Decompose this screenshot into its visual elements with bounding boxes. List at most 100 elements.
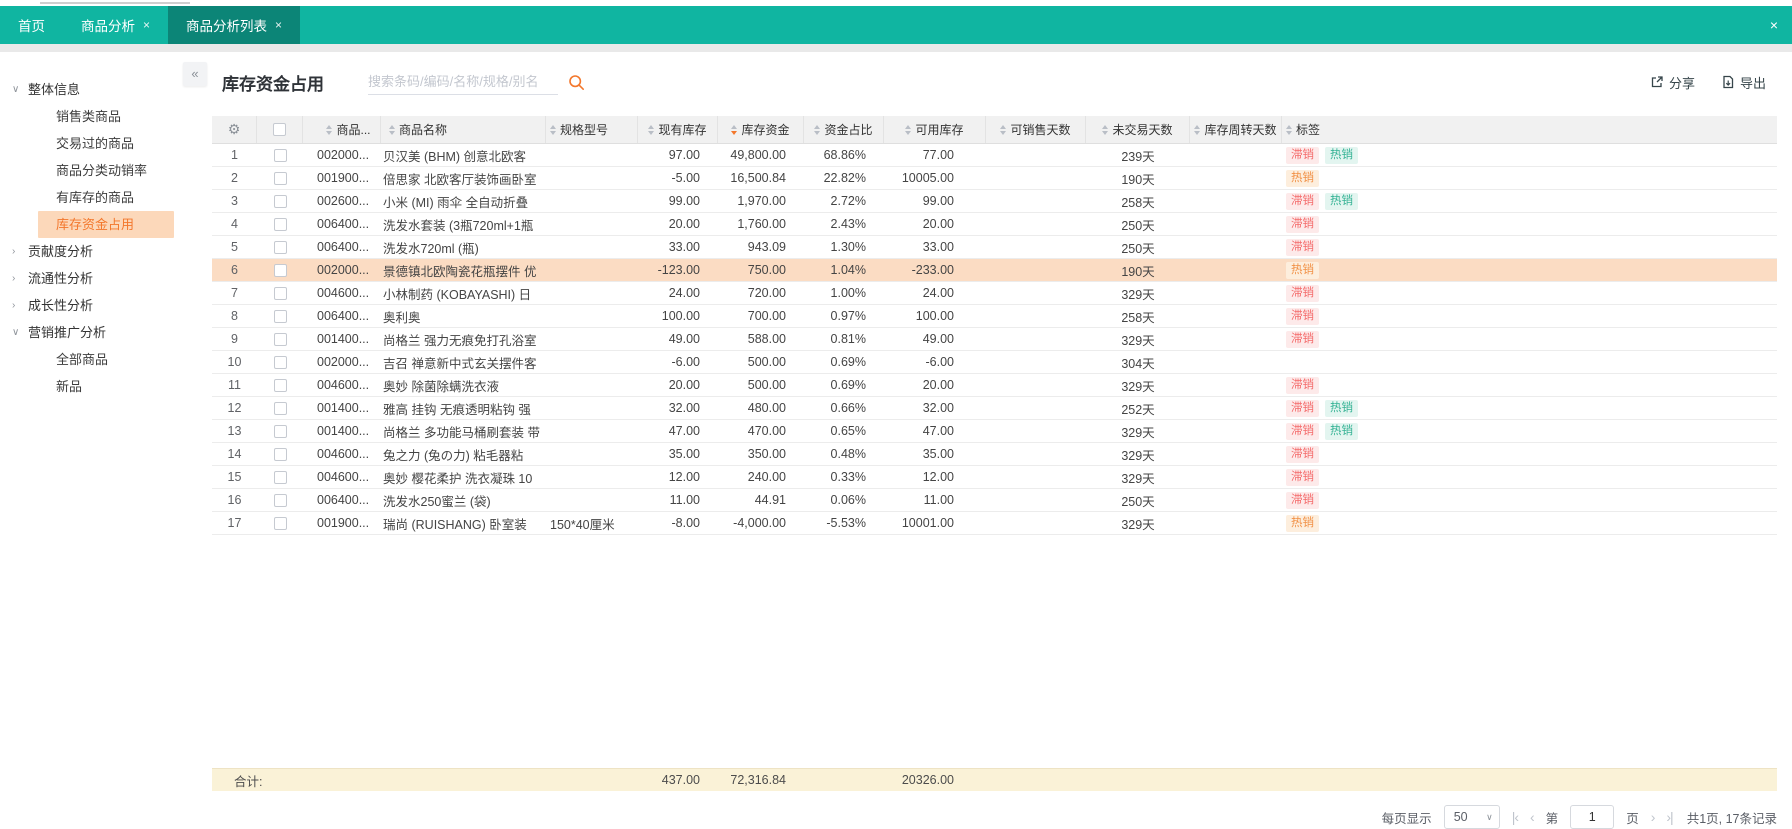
row-checkbox[interactable] [273,424,287,438]
sort-icon[interactable] [905,124,912,135]
tab-close-icon[interactable]: × [143,18,151,32]
column-header-sales_days[interactable]: 可销售天数 [986,116,1086,143]
row-checkbox[interactable] [273,263,287,277]
per-page-select[interactable]: 50 ∨ [1443,805,1500,829]
column-header-fund[interactable]: 库存资金 [718,116,804,143]
row-checkbox[interactable] [273,378,287,392]
column-header-turnover_days[interactable]: 库存周转天数 [1190,116,1282,143]
cell-turnover_days [1190,466,1282,488]
table-row[interactable]: 2 001900... 倍思家 北欧客厅装饰画卧室 -5.00 16,500.84 22.… [212,167,1777,190]
tab-首页[interactable]: 首页 [0,6,63,44]
table-row[interactable]: 11 004600... 奥妙 除菌除螨洗衣液 20.00 500.00 0.69% 20.… [212,374,1777,397]
chevron-down-icon[interactable]: ∨ [12,327,20,338]
chevron-right-icon[interactable]: › [12,300,16,311]
close-icon[interactable]: × [1769,17,1778,33]
column-header-stock[interactable]: 现有库存 [638,116,718,143]
sort-icon[interactable] [731,124,738,135]
column-header-avail[interactable]: 可用库存 [884,116,986,143]
last-page-icon[interactable]: ›| [1666,809,1673,825]
select-all-checkbox[interactable] [273,123,286,136]
row-checkbox[interactable] [273,493,287,507]
row-checkbox[interactable] [273,401,287,415]
next-page-icon[interactable]: › [1650,809,1656,825]
tab-close-icon[interactable]: × [275,18,283,32]
cell-name: 小米 (MI) 雨伞 全自动折叠 [383,195,529,210]
row-checkbox[interactable] [273,286,287,300]
column-header-no_trade_days[interactable]: 未交易天数 [1086,116,1190,143]
cell-spec [546,190,638,212]
table-row[interactable]: 17 001900... 瑞尚 (RUISHANG) 卧室装 150*40厘米 -8.0… [212,512,1777,535]
table-row[interactable]: 8 006400... 奥利奥 100.00 700.00 0.97% 100.00 258天… [212,305,1777,328]
prev-page-icon[interactable]: ‹ [1530,809,1535,825]
tab-商品分析列表[interactable]: 商品分析列表 × [168,6,301,44]
sidebar-item-交易过的商品[interactable]: 交易过的商品 [0,130,196,157]
row-checkbox[interactable] [273,148,287,162]
sidebar-item-贡献度分析[interactable]: › 贡献度分析 [0,238,196,265]
table-row[interactable]: 13 001400... 尚格兰 多功能马桶刷套装 带 47.00 470.00 0.65… [212,420,1777,443]
sidebar-item-商品分类动销率[interactable]: 商品分类动销率 [0,157,196,184]
chevron-down-icon[interactable]: ∨ [12,84,20,95]
cell-stock: 11.00 [669,493,700,507]
table-row[interactable]: 9 001400... 尚格兰 强力无痕免打孔浴室 49.00 588.00 0.81% 4… [212,328,1777,351]
share-button[interactable]: 分享 [1650,73,1695,92]
sidebar-item-整体信息[interactable]: ∨ 整体信息 [0,76,196,103]
sort-icon[interactable] [1194,124,1201,135]
table-row[interactable]: 7 004600... 小林制药 (KOBAYASHI) 日 24.00 720.00 1… [212,282,1777,305]
sidebar-item-新品[interactable]: 新品 [0,373,196,400]
chevron-right-icon[interactable]: › [12,273,16,284]
sidebar-item-有库存的商品[interactable]: 有库存的商品 [0,184,196,211]
sidebar-item-全部商品[interactable]: 全部商品 [0,346,196,373]
table-row[interactable]: 1 002000... 贝汉美 (BHM) 创意北欧客 97.00 49,800.00 6… [212,144,1777,167]
page-number-input[interactable] [1570,805,1615,829]
column-header-name[interactable]: 商品名称 [381,116,546,143]
row-checkbox[interactable] [273,171,287,185]
sidebar-collapse-button[interactable]: « [183,62,207,86]
sidebar-item-流通性分析[interactable]: › 流通性分析 [0,265,196,292]
sort-icon[interactable] [1102,124,1109,135]
chevron-right-icon[interactable]: › [12,246,16,257]
row-checkbox[interactable] [273,194,287,208]
cell-name: 倍思家 北欧客厅装饰画卧室 [383,172,537,187]
table-row[interactable]: 15 004600... 奥妙 樱花柔护 洗衣凝珠 10 12.00 240.00 0.3… [212,466,1777,489]
table-row[interactable]: 16 006400... 洗发水250蜜兰 (袋) 11.00 44.91 0.06% 11… [212,489,1777,512]
row-checkbox[interactable] [273,516,287,530]
table-row[interactable]: 3 002600... 小米 (MI) 雨伞 全自动折叠 99.00 1,970.00 2… [212,190,1777,213]
table-row[interactable]: 10 002000... 吉召 禅意新中式玄关摆件客 -6.00 500.00 0.69%… [212,351,1777,374]
sort-icon[interactable] [389,124,395,135]
row-checkbox[interactable] [273,309,287,323]
first-page-icon[interactable]: |‹ [1511,809,1519,825]
column-settings-icon[interactable]: ⚙ [227,121,241,137]
sort-icon[interactable] [1286,124,1292,135]
sidebar-item-销售类商品[interactable]: 销售类商品 [0,103,196,130]
sort-icon[interactable] [326,124,333,135]
search-icon[interactable] [568,74,585,91]
column-header-code[interactable]: 商品... [303,116,381,143]
tab-商品分析[interactable]: 商品分析 × [63,6,168,44]
cell-cb [257,259,303,281]
sort-icon[interactable] [550,124,556,135]
table-row[interactable]: 14 004600... 兔之力 (兔の力) 粘毛器粘 35.00 350.00 0.48… [212,443,1777,466]
row-checkbox[interactable] [273,470,287,484]
row-checkbox[interactable] [273,240,287,254]
table-row[interactable]: 4 006400... 洗发水套装 (3瓶720ml+1瓶 20.00 1,760.00… [212,213,1777,236]
row-checkbox[interactable] [273,355,287,369]
tag-stale: 滞销 [1286,215,1319,233]
table-row[interactable]: 6 002000... 景德镇北欧陶瓷花瓶摆件 优 -123.00 750.00 1.04… [212,259,1777,282]
column-header-tags[interactable]: 标签 [1282,116,1777,143]
column-header-settings[interactable]: ⚙ [212,116,257,143]
export-button[interactable]: 导出 [1721,73,1766,92]
sort-icon[interactable] [814,124,821,135]
table-row[interactable]: 12 001400... 雅高 挂钩 无痕透明粘钩 强 32.00 480.00 0.66… [212,397,1777,420]
row-checkbox[interactable] [273,332,287,346]
column-header-spec[interactable]: 规格型号 [546,116,638,143]
search-input[interactable] [368,69,558,95]
row-checkbox[interactable] [273,217,287,231]
column-header-ratio[interactable]: 资金占比 [804,116,884,143]
sidebar-item-库存资金占用[interactable]: 库存资金占用 [38,211,174,238]
sidebar-item-营销推广分析[interactable]: ∨ 营销推广分析 [0,319,196,346]
sidebar-item-成长性分析[interactable]: › 成长性分析 [0,292,196,319]
table-row[interactable]: 5 006400... 洗发水720ml (瓶) 33.00 943.09 1.30% 33… [212,236,1777,259]
row-checkbox[interactable] [273,447,287,461]
sort-icon[interactable] [1000,124,1007,135]
sort-icon[interactable] [648,124,655,135]
